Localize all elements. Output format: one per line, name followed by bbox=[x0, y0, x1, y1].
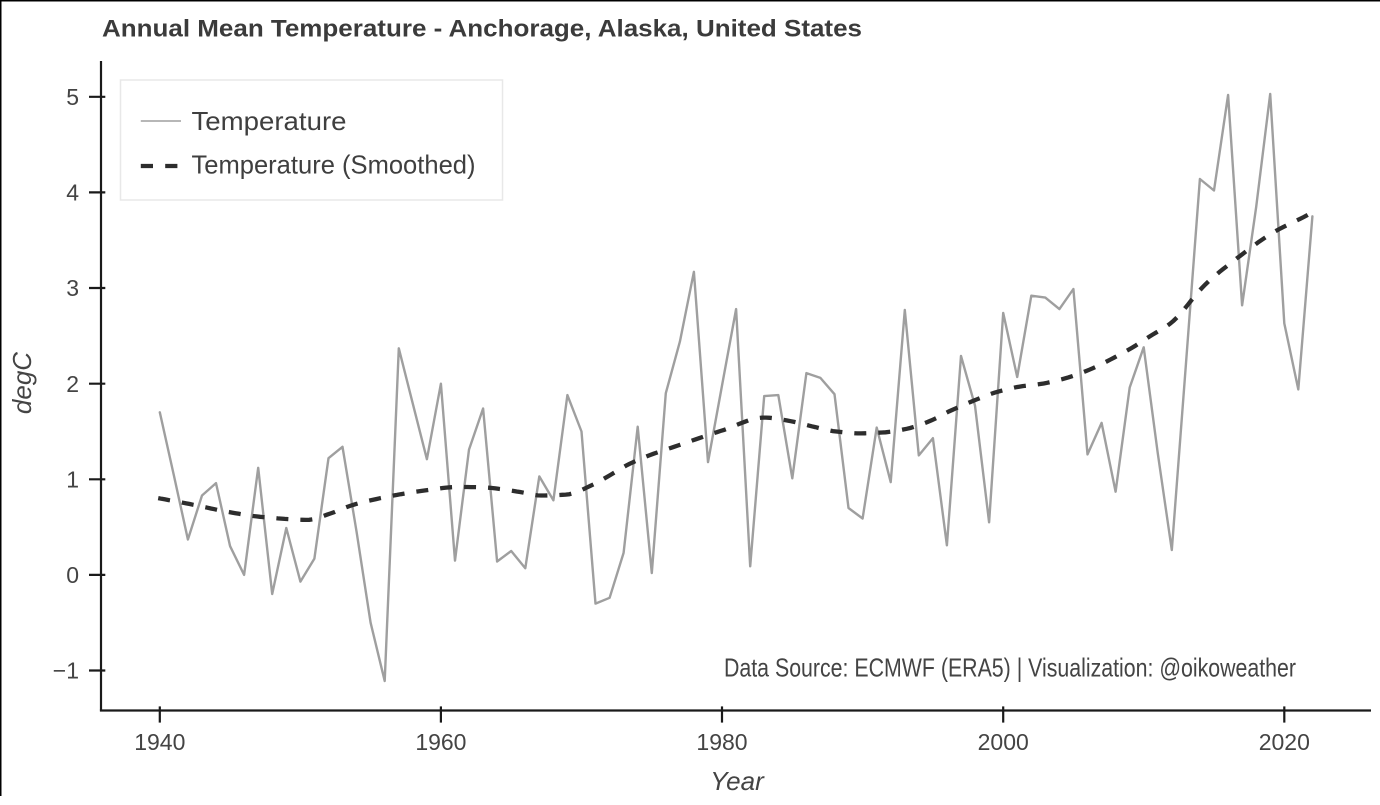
svg-text:1940: 1940 bbox=[134, 729, 185, 755]
svg-text:Year: Year bbox=[710, 766, 765, 796]
svg-text:Temperature (Smoothed): Temperature (Smoothed) bbox=[192, 150, 476, 180]
svg-text:4: 4 bbox=[66, 180, 79, 206]
svg-text:3: 3 bbox=[66, 275, 79, 301]
svg-text:1: 1 bbox=[66, 467, 79, 493]
svg-text:5: 5 bbox=[66, 84, 79, 110]
svg-text:2: 2 bbox=[66, 371, 79, 397]
svg-text:Temperature: Temperature bbox=[192, 106, 347, 136]
svg-text:2020: 2020 bbox=[1259, 729, 1310, 755]
svg-text:1980: 1980 bbox=[696, 729, 747, 755]
svg-text:1960: 1960 bbox=[415, 729, 466, 755]
svg-text:2000: 2000 bbox=[978, 729, 1029, 755]
svg-text:−1: −1 bbox=[53, 658, 79, 684]
svg-text:degC: degC bbox=[7, 352, 37, 414]
svg-text:Data Source: ECMWF (ERA5) | Vi: Data Source: ECMWF (ERA5) | Visualizatio… bbox=[724, 653, 1296, 683]
svg-text:0: 0 bbox=[66, 562, 79, 588]
svg-text:Annual Mean Temperature - Anch: Annual Mean Temperature - Anchorage, Ala… bbox=[102, 16, 862, 43]
